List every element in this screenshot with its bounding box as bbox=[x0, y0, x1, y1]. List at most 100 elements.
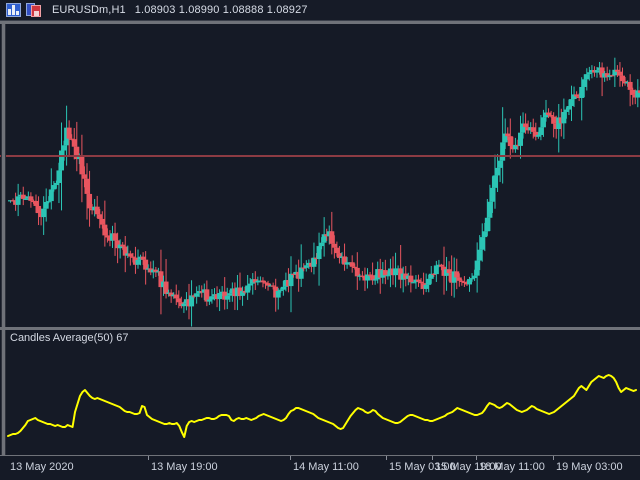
candle-body bbox=[120, 244, 126, 247]
candle-body bbox=[469, 278, 475, 280]
candle-body bbox=[23, 198, 29, 200]
candle-body bbox=[612, 69, 618, 76]
candle-body bbox=[56, 170, 62, 183]
candle-wick bbox=[147, 264, 149, 273]
candle-body bbox=[212, 294, 217, 297]
candle-wick bbox=[137, 249, 139, 269]
candle-body bbox=[591, 70, 597, 73]
candle-wick bbox=[221, 286, 223, 297]
candle-body bbox=[280, 286, 286, 290]
candle-body bbox=[132, 257, 138, 265]
candle-body bbox=[214, 294, 220, 300]
pane-separator[interactable] bbox=[0, 327, 640, 330]
candle-body bbox=[477, 249, 483, 261]
candle-body bbox=[8, 200, 13, 202]
candle-wick bbox=[407, 272, 409, 286]
horizontal-price-level-line[interactable] bbox=[0, 155, 640, 157]
candle-body bbox=[495, 167, 501, 176]
candle-body bbox=[319, 242, 325, 247]
candle-body bbox=[48, 189, 54, 202]
candle-body bbox=[308, 262, 314, 267]
indicator-pane[interactable]: Candles Average(50) 67 bbox=[0, 330, 640, 455]
candle-body bbox=[609, 75, 615, 77]
candle-wick bbox=[359, 273, 361, 281]
candle-body bbox=[339, 256, 345, 258]
candle-body bbox=[594, 70, 600, 73]
candle-wick bbox=[550, 110, 552, 118]
candle-body bbox=[548, 115, 554, 117]
candle-body bbox=[433, 265, 439, 275]
candle-body bbox=[59, 150, 64, 171]
candle-body bbox=[472, 275, 478, 279]
candle-body bbox=[604, 73, 610, 78]
candle-body bbox=[273, 286, 279, 298]
candle-wick bbox=[104, 200, 106, 247]
time-axis[interactable]: 13 May 2020 13 May 19:00 14 May 11:00 15 Ma… bbox=[0, 455, 640, 480]
candle-body bbox=[89, 208, 95, 211]
candle-body bbox=[242, 290, 248, 293]
price-pane-scroll-rail[interactable] bbox=[1, 23, 6, 327]
candle-wick bbox=[152, 260, 154, 279]
save-floppy-icon[interactable] bbox=[26, 3, 41, 17]
candle-body bbox=[400, 273, 406, 280]
candle-wick bbox=[440, 263, 442, 271]
candle-wick bbox=[165, 259, 167, 299]
candle-body bbox=[25, 196, 31, 199]
candle-body bbox=[110, 233, 115, 241]
candle-body bbox=[474, 260, 480, 276]
candle-body bbox=[538, 127, 544, 135]
candle-body bbox=[566, 106, 572, 110]
candle-body bbox=[79, 156, 85, 175]
candle-body bbox=[438, 264, 444, 267]
candle-wick bbox=[295, 264, 297, 279]
candle-body bbox=[303, 265, 309, 268]
candle-body bbox=[359, 275, 365, 277]
candle-body bbox=[168, 292, 174, 297]
candle-body bbox=[237, 287, 243, 296]
candle-body bbox=[46, 201, 52, 203]
price-chart-pane[interactable] bbox=[0, 23, 640, 327]
candle-body bbox=[189, 295, 195, 307]
candle-body bbox=[306, 262, 312, 266]
candle-body bbox=[130, 256, 136, 258]
candle-wick bbox=[553, 112, 555, 138]
symbol-timeframe-label: EURUSDm,H1 bbox=[52, 4, 126, 16]
candle-body bbox=[576, 96, 582, 98]
candle-body bbox=[410, 282, 416, 284]
candle-body bbox=[143, 259, 149, 270]
candle-wick bbox=[461, 279, 463, 286]
candle-wick bbox=[229, 290, 231, 303]
candle-wick bbox=[586, 68, 588, 91]
candle-wick bbox=[12, 198, 14, 201]
chart-window-icon[interactable] bbox=[6, 3, 21, 17]
indicator-line-series bbox=[7, 374, 637, 438]
chart-toolbar: EURUSDm,H1 1.08903 1.08990 1.08888 1.089… bbox=[0, 0, 640, 20]
ohlc-quote-label: 1.08903 1.08990 1.08888 1.08927 bbox=[134, 4, 308, 16]
candle-body bbox=[268, 285, 274, 287]
candle-body bbox=[607, 75, 613, 78]
candle-wick bbox=[277, 288, 279, 310]
candle-body bbox=[489, 187, 495, 202]
indicator-pane-scroll-rail[interactable] bbox=[1, 330, 6, 455]
candle-body bbox=[74, 146, 80, 160]
candle-body bbox=[122, 246, 128, 256]
candle-body bbox=[413, 279, 419, 283]
candle-body bbox=[625, 81, 631, 84]
candle-body bbox=[620, 75, 625, 82]
candle-body bbox=[507, 136, 513, 147]
candle-body bbox=[520, 123, 526, 133]
candle-body bbox=[637, 90, 640, 93]
candlestick-series bbox=[8, 57, 640, 327]
candle-wick bbox=[341, 252, 343, 264]
candle-body bbox=[166, 292, 172, 294]
candle-body bbox=[240, 290, 246, 296]
candle-body bbox=[444, 269, 450, 276]
candle-body bbox=[428, 273, 434, 279]
candle-wick bbox=[50, 168, 52, 210]
time-axis-label: 13 May 2020 bbox=[10, 461, 74, 473]
candle-body bbox=[446, 269, 452, 274]
candle-body bbox=[316, 246, 322, 260]
candle-body bbox=[10, 200, 16, 202]
candle-body bbox=[431, 273, 437, 275]
